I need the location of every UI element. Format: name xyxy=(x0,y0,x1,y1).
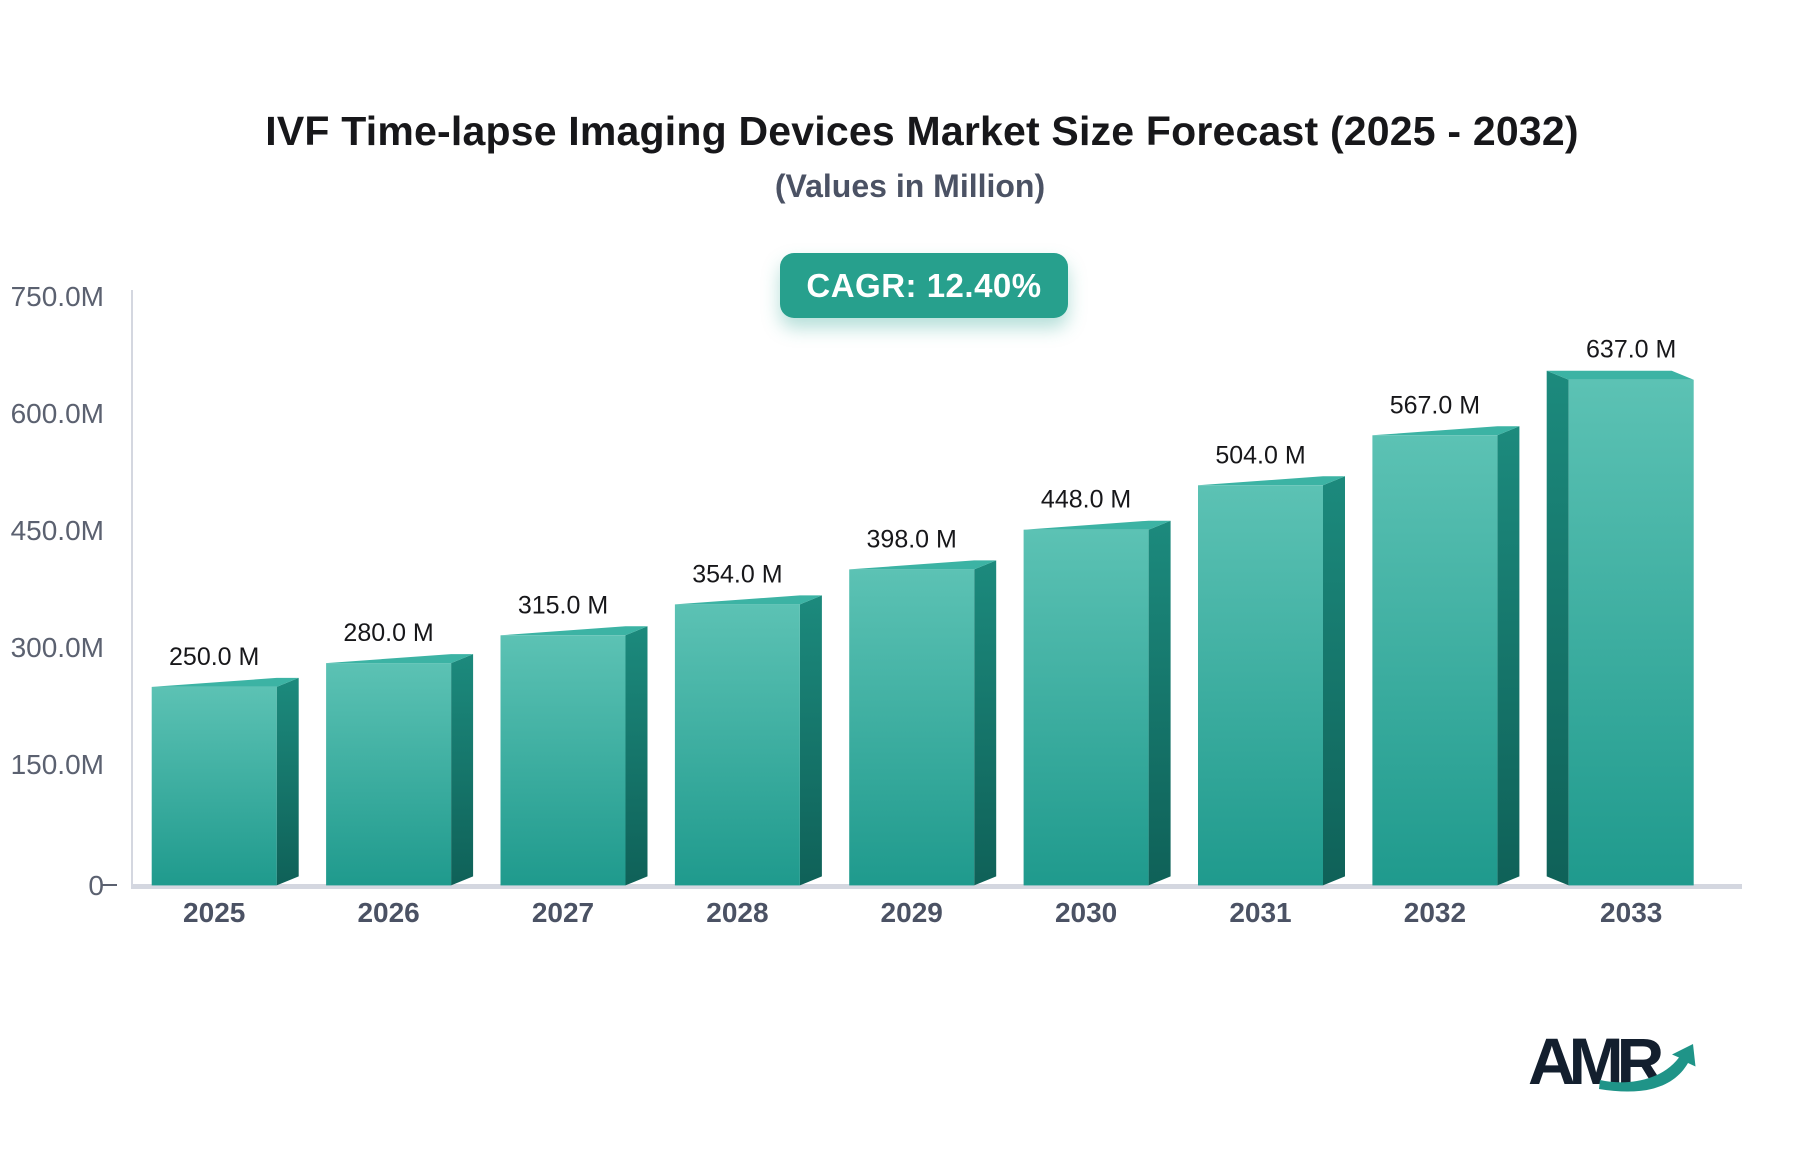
svg-text:398.0 M: 398.0 M xyxy=(867,525,957,553)
svg-text:504.0 M: 504.0 M xyxy=(1215,441,1305,469)
svg-text:250.0 M: 250.0 M xyxy=(169,643,259,671)
svg-text:354.0 M: 354.0 M xyxy=(692,560,782,588)
svg-text:567.0 M: 567.0 M xyxy=(1390,391,1480,419)
svg-text:315.0 M: 315.0 M xyxy=(518,591,608,619)
svg-text:2026: 2026 xyxy=(357,897,419,928)
svg-text:2028: 2028 xyxy=(706,897,768,928)
svg-text:2033: 2033 xyxy=(1600,897,1662,928)
svg-text:2030: 2030 xyxy=(1055,897,1117,928)
svg-text:2031: 2031 xyxy=(1229,897,1291,928)
svg-text:2029: 2029 xyxy=(881,897,943,928)
svg-text:280.0 M: 280.0 M xyxy=(343,619,433,647)
svg-text:2025: 2025 xyxy=(183,897,245,928)
svg-text:2027: 2027 xyxy=(532,897,594,928)
svg-text:2032: 2032 xyxy=(1404,897,1466,928)
svg-text:637.0 M: 637.0 M xyxy=(1586,336,1676,364)
svg-text:448.0 M: 448.0 M xyxy=(1041,486,1131,514)
